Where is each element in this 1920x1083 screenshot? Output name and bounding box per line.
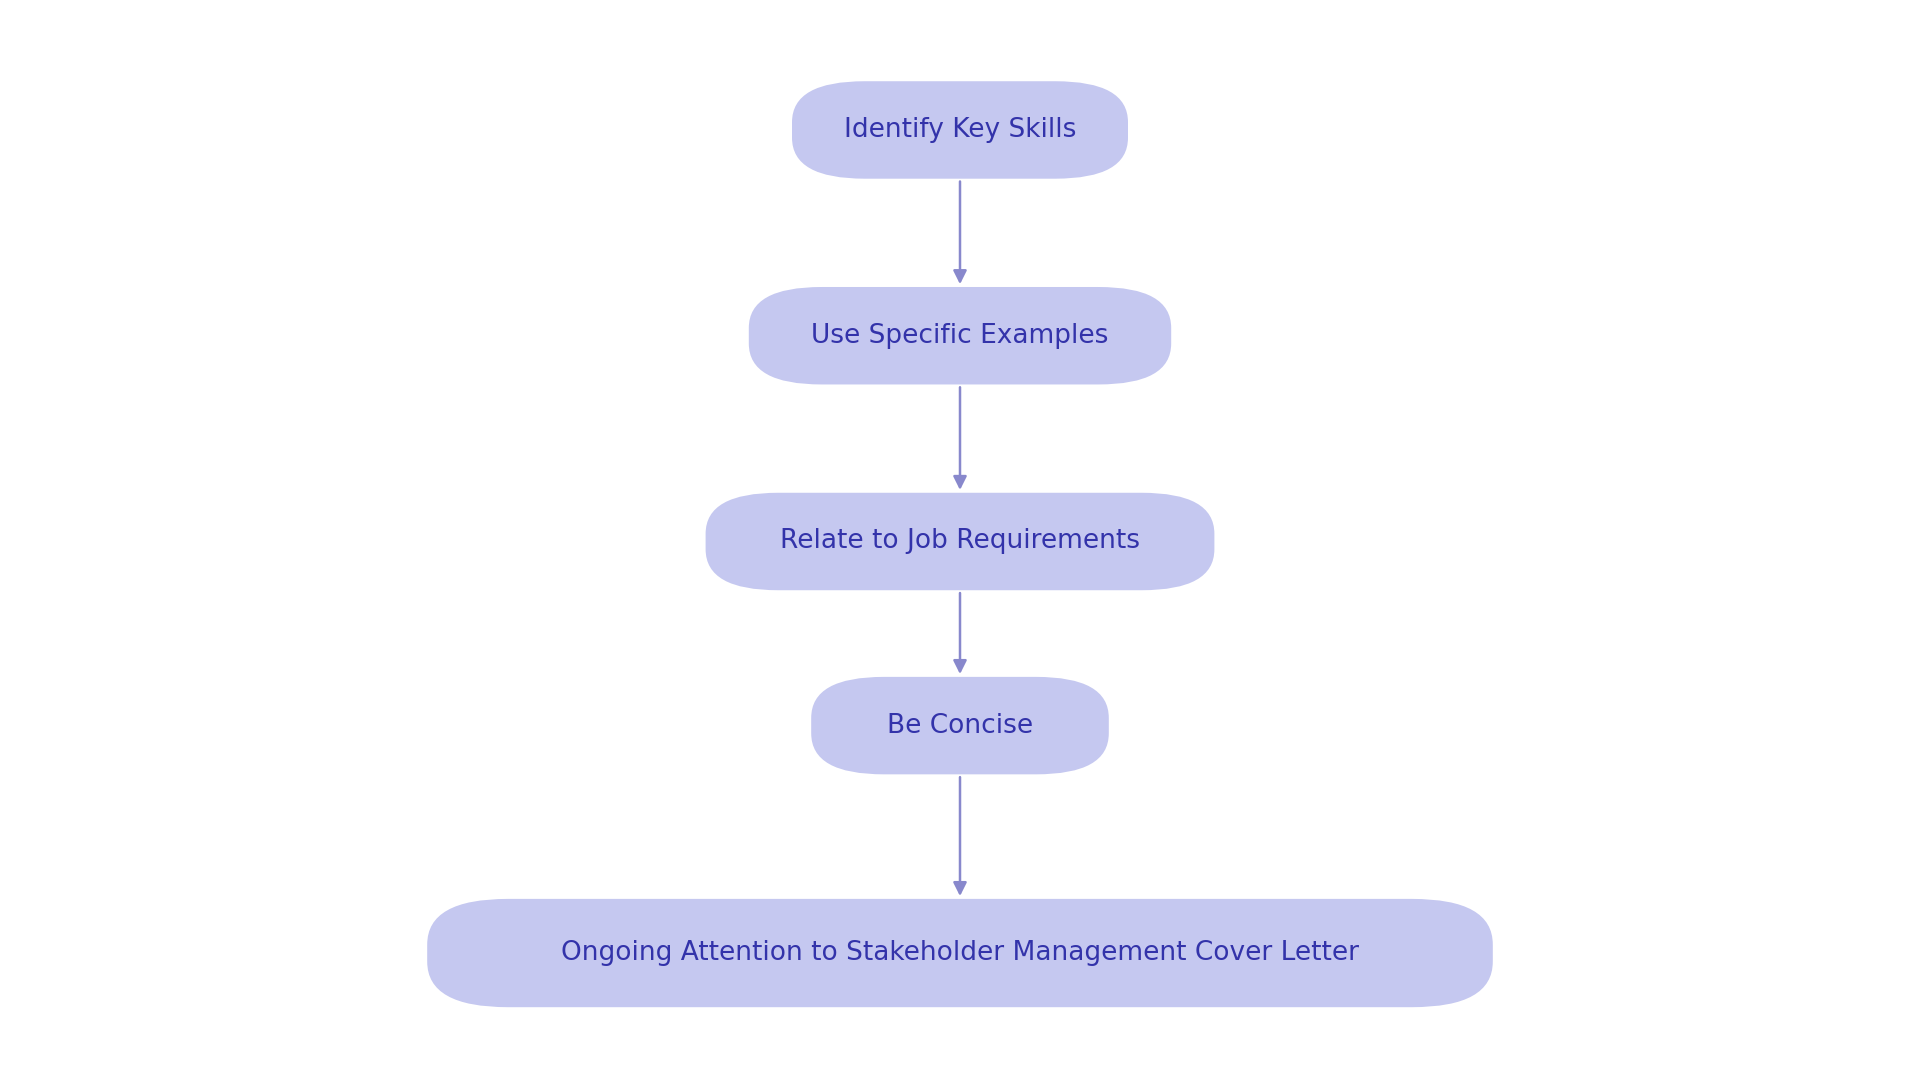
FancyBboxPatch shape xyxy=(426,899,1494,1007)
Text: Be Concise: Be Concise xyxy=(887,713,1033,739)
Text: Relate to Job Requirements: Relate to Job Requirements xyxy=(780,529,1140,554)
FancyBboxPatch shape xyxy=(749,287,1171,384)
FancyBboxPatch shape xyxy=(707,493,1215,590)
Text: Identify Key Skills: Identify Key Skills xyxy=(843,117,1077,143)
Text: Ongoing Attention to Stakeholder Management Cover Letter: Ongoing Attention to Stakeholder Managem… xyxy=(561,940,1359,966)
FancyBboxPatch shape xyxy=(810,677,1110,774)
FancyBboxPatch shape xyxy=(791,81,1127,179)
Text: Use Specific Examples: Use Specific Examples xyxy=(812,323,1108,349)
